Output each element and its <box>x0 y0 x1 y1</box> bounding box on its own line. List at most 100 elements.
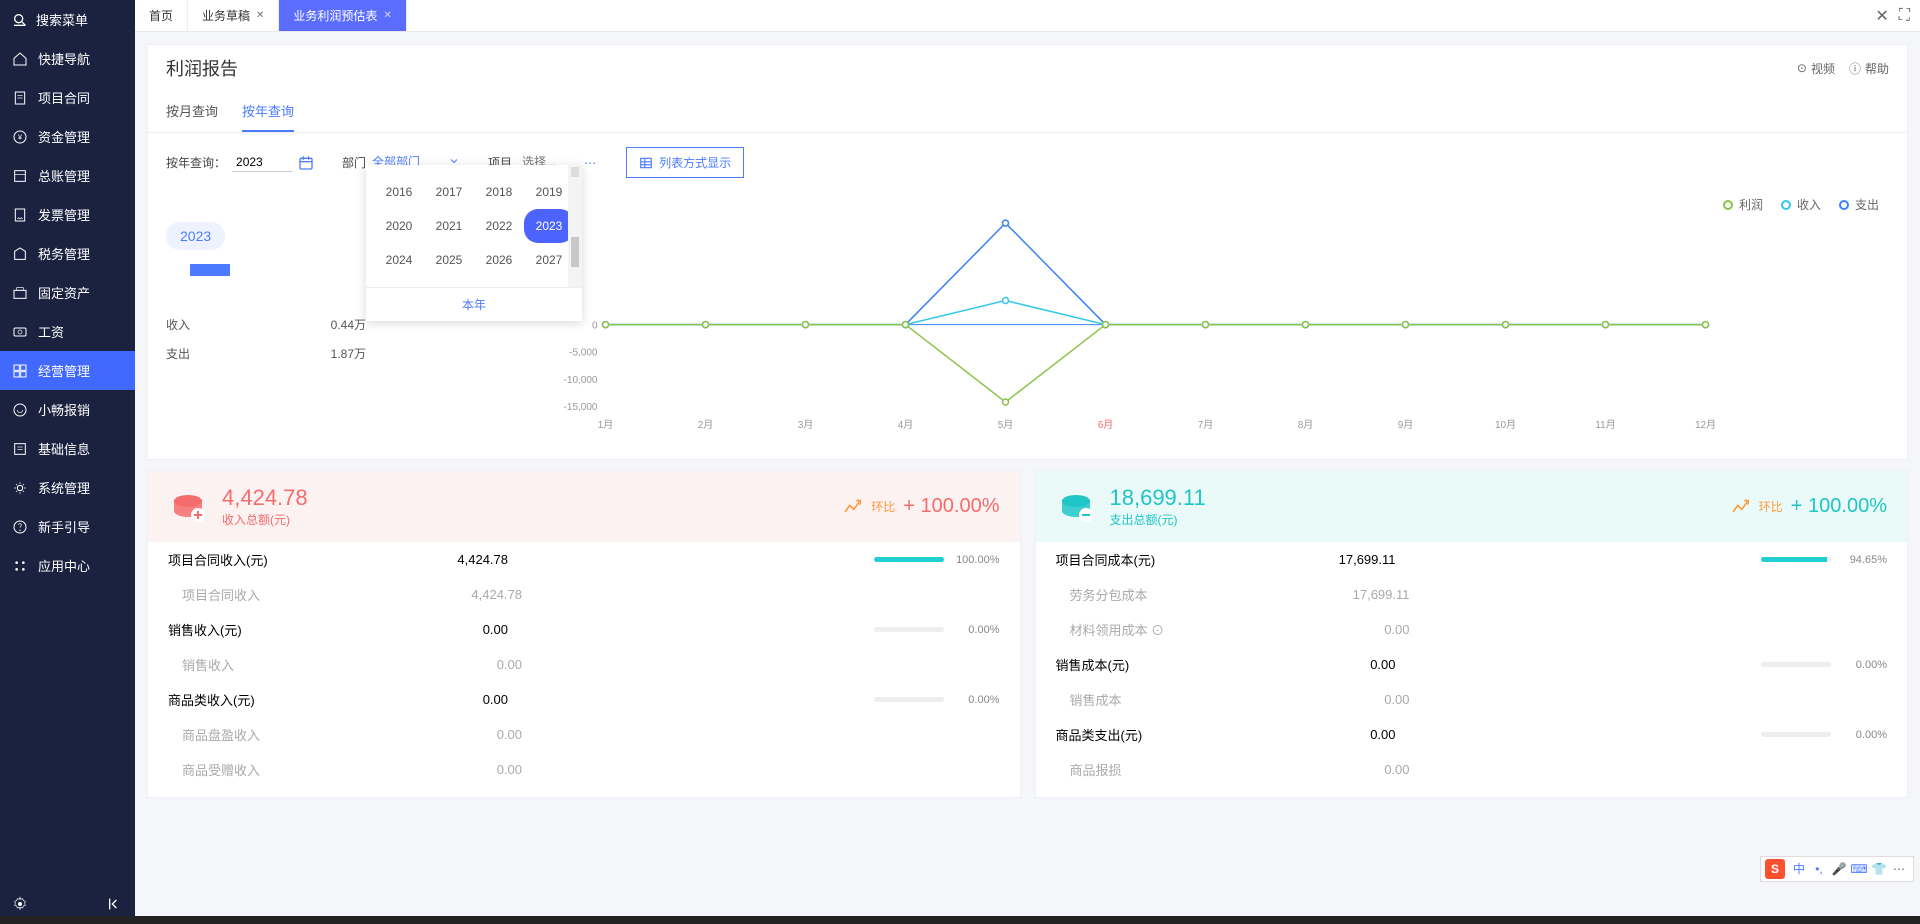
close-icon[interactable]: ✕ <box>256 10 264 21</box>
year-option-2017[interactable]: 2017 <box>424 175 474 209</box>
year-option-2019[interactable]: 2019 <box>524 175 574 209</box>
year-option-2025[interactable]: 2025 <box>424 243 474 277</box>
mini-bar-indicator <box>190 264 230 276</box>
ime-item[interactable]: •, <box>1809 859 1829 879</box>
title-card: 利润报告 ⊙ 视频 ⓘ 帮助 按月查询 按年查询 按年查询： 部门 全部部门 <box>147 44 1908 460</box>
ime-item[interactable]: ⋯ <box>1889 859 1909 879</box>
sidebar-item-2[interactable]: ¥ 资金管理 <box>0 117 135 156</box>
year-option-2021[interactable]: 2021 <box>424 209 474 243</box>
page-title: 利润报告 <box>166 55 238 81</box>
svg-text:2月: 2月 <box>698 419 714 431</box>
tab-by-year[interactable]: 按年查询 <box>242 91 294 132</box>
detail-row: 劳务分包成本17,699.11 <box>1036 577 1908 612</box>
sidebar-item-1[interactable]: 项目合同 <box>0 78 135 117</box>
svg-text:-15,000: -15,000 <box>564 402 598 413</box>
tab-by-month[interactable]: 按月查询 <box>166 91 218 132</box>
legend-item: 利润 <box>1723 196 1763 213</box>
sidebar-item-10[interactable]: 基础信息 <box>0 429 135 468</box>
sidebar-item-label: 基础信息 <box>38 439 90 458</box>
detail-row: 商品类收入(元)0.000.00% <box>148 682 1020 717</box>
sidebar-item-label: 新手引导 <box>38 517 90 536</box>
detail-row: 销售收入(元)0.000.00% <box>148 612 1020 647</box>
sidebar-item-label: 固定资产 <box>38 283 90 302</box>
ime-item[interactable]: 🎤 <box>1829 859 1849 879</box>
sidebar-item-8[interactable]: 经营管理 <box>0 351 135 390</box>
sidebar-item-0[interactable]: 快捷导航 <box>0 39 135 78</box>
sidebar-item-7[interactable]: 工资 <box>0 312 135 351</box>
sidebar-item-label: 总账管理 <box>38 166 90 185</box>
mini-year-chip: 2023 <box>166 222 225 250</box>
project-more-icon[interactable]: ⋯ <box>584 156 598 170</box>
gear-icon[interactable] <box>12 896 28 912</box>
year-option-2020[interactable]: 2020 <box>374 209 424 243</box>
year-scrollbar[interactable] <box>568 165 582 287</box>
tab-2[interactable]: 业务利润预估表✕ <box>279 0 406 31</box>
page-scroll: 利润报告 ⊙ 视频 ⓘ 帮助 按月查询 按年查询 按年查询： 部门 全部部门 <box>135 32 1920 924</box>
close-icon[interactable]: ✕ <box>383 10 391 21</box>
svg-text:4月: 4月 <box>898 419 914 431</box>
ledger-icon <box>12 168 28 184</box>
sidebar-item-5[interactable]: 税务管理 <box>0 234 135 273</box>
video-link[interactable]: ⊙ 视频 <box>1797 60 1835 77</box>
ops-icon <box>12 363 28 379</box>
detail-row: 项目合同收入4,424.78 <box>148 577 1020 612</box>
income-ratio-value: + 100.00% <box>903 495 999 518</box>
sidebar-item-11[interactable]: 系统管理 <box>0 468 135 507</box>
sidebar-item-9[interactable]: 小畅报销 <box>0 390 135 429</box>
expense-amount: 18,699.11 <box>1110 485 1206 511</box>
svg-text:8月: 8月 <box>1298 419 1314 431</box>
year-option-2027[interactable]: 2027 <box>524 243 574 277</box>
year-option-2026[interactable]: 2026 <box>474 243 524 277</box>
sidebar-item-4[interactable]: 发票管理 <box>0 195 135 234</box>
sidebar-item-3[interactable]: 总账管理 <box>0 156 135 195</box>
year-option-2016[interactable]: 2016 <box>374 175 424 209</box>
year-option-2024[interactable]: 2024 <box>374 243 424 277</box>
legend-item: 收入 <box>1781 196 1821 213</box>
ime-item[interactable]: 中 <box>1789 859 1809 879</box>
sidebar-item-12[interactable]: 新手引导 <box>0 507 135 546</box>
close-all-icon[interactable]: ✕ <box>1875 6 1888 26</box>
ime-item[interactable]: ⌨ <box>1849 859 1869 879</box>
collapse-icon[interactable] <box>107 896 123 912</box>
home-icon <box>12 51 28 67</box>
search-menu-label: 搜索菜单 <box>36 10 88 29</box>
svg-text:-5,000: -5,000 <box>569 348 598 359</box>
year-picker-current[interactable]: 本年 <box>366 287 582 321</box>
year-picker-popup: 2016201720182019 2020202120222023 20242025… <box>366 165 582 321</box>
sidebar-item-label: 发票管理 <box>38 205 90 224</box>
ime-item[interactable]: 👕 <box>1869 859 1889 879</box>
tab-1[interactable]: 业务草稿✕ <box>188 0 279 31</box>
help-link[interactable]: ⓘ 帮助 <box>1849 60 1889 77</box>
year-input[interactable] <box>232 153 292 172</box>
guide-icon <box>12 519 28 535</box>
money-icon: ¥ <box>12 129 28 145</box>
sidebar-item-label: 资金管理 <box>38 127 90 146</box>
mini-summary-panel: 2023 收入0.44万支出1.87万 <box>166 196 366 441</box>
sidebar-item-6[interactable]: 固定资产 <box>0 273 135 312</box>
fullscreen-icon[interactable]: ⛶ <box>1899 7 1910 25</box>
detail-row: 商品盘盈收入0.00 <box>148 717 1020 752</box>
query-tabs: 按月查询 按年查询 <box>148 91 1907 133</box>
table-mode-button[interactable]: 列表方式显示 <box>626 147 744 178</box>
expense-ratio-label: 环比 <box>1759 498 1783 515</box>
search-menu-row[interactable]: 搜索菜单 <box>0 0 135 39</box>
year-option-2022[interactable]: 2022 <box>474 209 524 243</box>
invoice-icon <box>12 207 28 223</box>
tab-0[interactable]: 首页 <box>135 0 188 31</box>
detail-row: 项目合同收入(元)4,424.78100.00% <box>148 542 1020 577</box>
income-icon <box>168 487 208 527</box>
year-option-2018[interactable]: 2018 <box>474 175 524 209</box>
legend-item: 支出 <box>1839 196 1879 213</box>
year-option-2023[interactable]: 2023 <box>524 209 574 243</box>
calendar-icon[interactable] <box>298 155 314 171</box>
mini-row: 支出1.87万 <box>166 339 366 368</box>
sidebar-item-13[interactable]: 应用中心 <box>0 546 135 585</box>
table-icon <box>639 156 653 170</box>
sidebar-item-label: 应用中心 <box>38 556 90 575</box>
sidebar-item-label: 工资 <box>38 322 64 341</box>
ime-toolbar[interactable]: S 中•,🎤⌨👕⋯ <box>1760 856 1914 883</box>
detail-row: 商品类支出(元)0.000.00% <box>1036 717 1908 752</box>
svg-text:11月: 11月 <box>1595 419 1615 431</box>
sidebar-item-label: 项目合同 <box>38 88 90 107</box>
expense-icon <box>1056 487 1096 527</box>
